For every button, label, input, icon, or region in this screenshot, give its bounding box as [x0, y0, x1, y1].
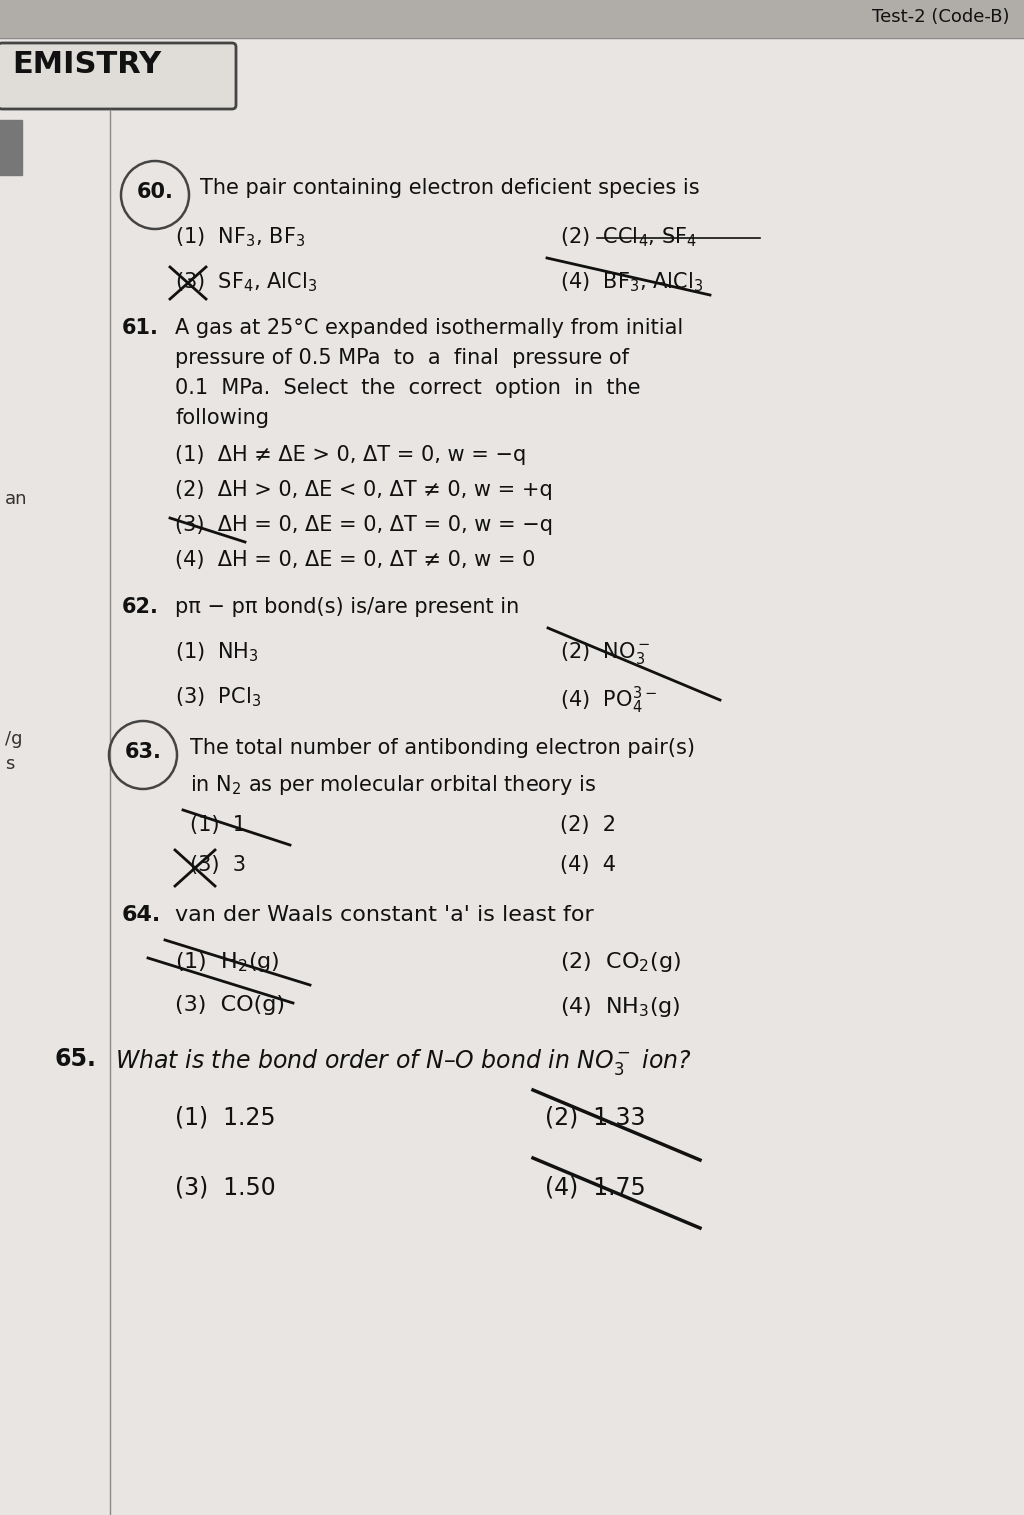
Text: (1)  1: (1) 1: [190, 815, 246, 835]
Bar: [0, 0, 1024, 38]
Text: (4)  1.75: (4) 1.75: [545, 1176, 646, 1198]
Text: (3)  SF$_4$, AlCl$_3$: (3) SF$_4$, AlCl$_3$: [175, 270, 317, 294]
Text: 62.: 62.: [122, 597, 159, 617]
Text: (1)  1.25: (1) 1.25: [175, 1104, 275, 1129]
Text: (2)  CO$_2$(g): (2) CO$_2$(g): [560, 950, 681, 974]
Text: 64.: 64.: [122, 904, 161, 926]
Text: (3)  CO(g): (3) CO(g): [175, 995, 285, 1015]
Text: (3)  ΔH = 0, ΔE = 0, ΔT = 0, w = −q: (3) ΔH = 0, ΔE = 0, ΔT = 0, w = −q: [175, 515, 553, 535]
Text: (4)  ΔH = 0, ΔE = 0, ΔT ≠ 0, w = 0: (4) ΔH = 0, ΔE = 0, ΔT ≠ 0, w = 0: [175, 550, 536, 570]
Text: EMISTRY: EMISTRY: [12, 50, 161, 79]
Text: (1)  H$_2$(g): (1) H$_2$(g): [175, 950, 280, 974]
Text: 0.1  MPa.  Select  the  correct  option  in  the: 0.1 MPa. Select the correct option in th…: [175, 379, 640, 398]
Text: (3)  1.50: (3) 1.50: [175, 1176, 275, 1198]
Bar: [0, 120, 22, 176]
Text: (2)  NO$_3^-$: (2) NO$_3^-$: [560, 639, 650, 667]
Text: (4)  4: (4) 4: [560, 854, 616, 876]
Text: 60.: 60.: [136, 182, 173, 201]
Text: 63.: 63.: [125, 742, 162, 762]
Text: 61.: 61.: [122, 318, 159, 338]
Text: The pair containing electron deficient species is: The pair containing electron deficient s…: [200, 177, 699, 198]
Text: an: an: [5, 489, 28, 508]
Text: pπ − pπ bond(s) is/are present in: pπ − pπ bond(s) is/are present in: [175, 597, 519, 617]
Text: (3)  PCl$_3$: (3) PCl$_3$: [175, 685, 261, 709]
Text: /g: /g: [5, 730, 23, 748]
Text: The total number of antibonding electron pair(s): The total number of antibonding electron…: [190, 738, 695, 758]
Text: (2)  2: (2) 2: [560, 815, 616, 835]
Text: (2)  ΔH > 0, ΔE < 0, ΔT ≠ 0, w = +q: (2) ΔH > 0, ΔE < 0, ΔT ≠ 0, w = +q: [175, 480, 553, 500]
Text: (3)  3: (3) 3: [190, 854, 246, 876]
Text: (1)  NF$_3$, BF$_3$: (1) NF$_3$, BF$_3$: [175, 226, 305, 248]
Text: (1)  ΔH ≠ ΔE > 0, ΔT = 0, w = −q: (1) ΔH ≠ ΔE > 0, ΔT = 0, w = −q: [175, 445, 526, 465]
Text: (4)  NH$_3$(g): (4) NH$_3$(g): [560, 995, 681, 1020]
Text: Test-2 (Code-B): Test-2 (Code-B): [872, 8, 1010, 26]
Text: (4)  BF$_3$, AlCl$_3$: (4) BF$_3$, AlCl$_3$: [560, 270, 703, 294]
Text: pressure of 0.5 MPa  to  a  final  pressure of: pressure of 0.5 MPa to a final pressure …: [175, 348, 629, 368]
Text: (2)  1.33: (2) 1.33: [545, 1104, 645, 1129]
Text: A gas at 25°C expanded isothermally from initial: A gas at 25°C expanded isothermally from…: [175, 318, 683, 338]
Text: 65.: 65.: [55, 1047, 97, 1071]
Text: in N$_2$ as per molecular orbital theory is: in N$_2$ as per molecular orbital theory…: [190, 773, 596, 797]
Text: (2)  CCl$_4$, SF$_4$: (2) CCl$_4$, SF$_4$: [560, 226, 697, 248]
Text: (1)  NH$_3$: (1) NH$_3$: [175, 639, 259, 664]
Text: following: following: [175, 408, 269, 429]
Text: s: s: [5, 754, 14, 773]
Text: van der Waals constant 'a' is least for: van der Waals constant 'a' is least for: [175, 904, 594, 926]
FancyBboxPatch shape: [0, 42, 236, 109]
Text: (4)  PO$_4^{3-}$: (4) PO$_4^{3-}$: [560, 685, 657, 717]
Text: What is the bond order of N–O bond in NO$_3^-$ ion?: What is the bond order of N–O bond in NO…: [115, 1047, 692, 1077]
